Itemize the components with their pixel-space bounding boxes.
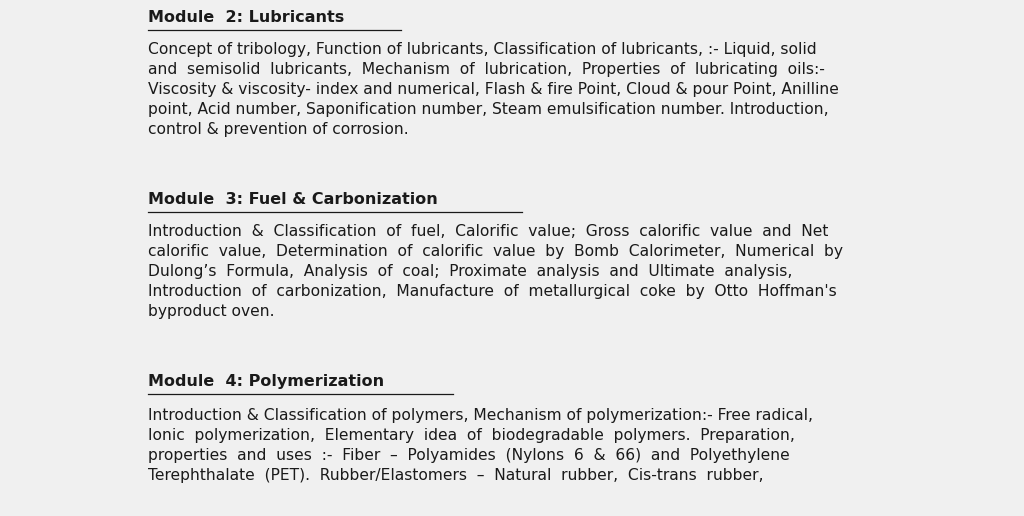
Text: Terephthalate  (PET).  Rubber/Elastomers  –  Natural  rubber,  Cis-trans  rubber: Terephthalate (PET). Rubber/Elastomers –… xyxy=(148,468,764,483)
Text: control & prevention of corrosion.: control & prevention of corrosion. xyxy=(148,122,409,137)
Text: Introduction  &  Classification  of  fuel,  Calorific  value;  Gross  calorific : Introduction & Classification of fuel, C… xyxy=(148,224,828,239)
Text: point, Acid number, Saponification number, Steam emulsification number. Introduc: point, Acid number, Saponification numbe… xyxy=(148,102,828,117)
Text: Module  4: Polymerization: Module 4: Polymerization xyxy=(148,374,384,389)
Text: calorific  value,  Determination  of  calorific  value  by  Bomb  Calorimeter,  : calorific value, Determination of calori… xyxy=(148,244,843,259)
Text: properties  and  uses  :-  Fiber  –  Polyamides  (Nylons  6  &  66)  and  Polyet: properties and uses :- Fiber – Polyamide… xyxy=(148,448,790,463)
Text: Module  2: Lubricants: Module 2: Lubricants xyxy=(148,10,344,25)
Text: Concept of tribology, Function of lubricants, Classification of lubricants, :- L: Concept of tribology, Function of lubric… xyxy=(148,42,816,57)
Text: byproduct oven.: byproduct oven. xyxy=(148,304,274,319)
Text: Introduction & Classification of polymers, Mechanism of polymerization:- Free ra: Introduction & Classification of polymer… xyxy=(148,408,813,423)
Text: Module  3: Fuel & Carbonization: Module 3: Fuel & Carbonization xyxy=(148,192,437,207)
Text: and  semisolid  lubricants,  Mechanism  of  lubrication,  Properties  of  lubric: and semisolid lubricants, Mechanism of l… xyxy=(148,62,825,77)
Text: Ionic  polymerization,  Elementary  idea  of  biodegradable  polymers.  Preparat: Ionic polymerization, Elementary idea of… xyxy=(148,428,795,443)
Text: Introduction  of  carbonization,  Manufacture  of  metallurgical  coke  by  Otto: Introduction of carbonization, Manufactu… xyxy=(148,284,837,299)
Text: Dulong’s  Formula,  Analysis  of  coal;  Proximate  analysis  and  Ultimate  ana: Dulong’s Formula, Analysis of coal; Prox… xyxy=(148,264,793,279)
Text: Viscosity & viscosity- index and numerical, Flash & fire Point, Cloud & pour Poi: Viscosity & viscosity- index and numeric… xyxy=(148,82,839,97)
